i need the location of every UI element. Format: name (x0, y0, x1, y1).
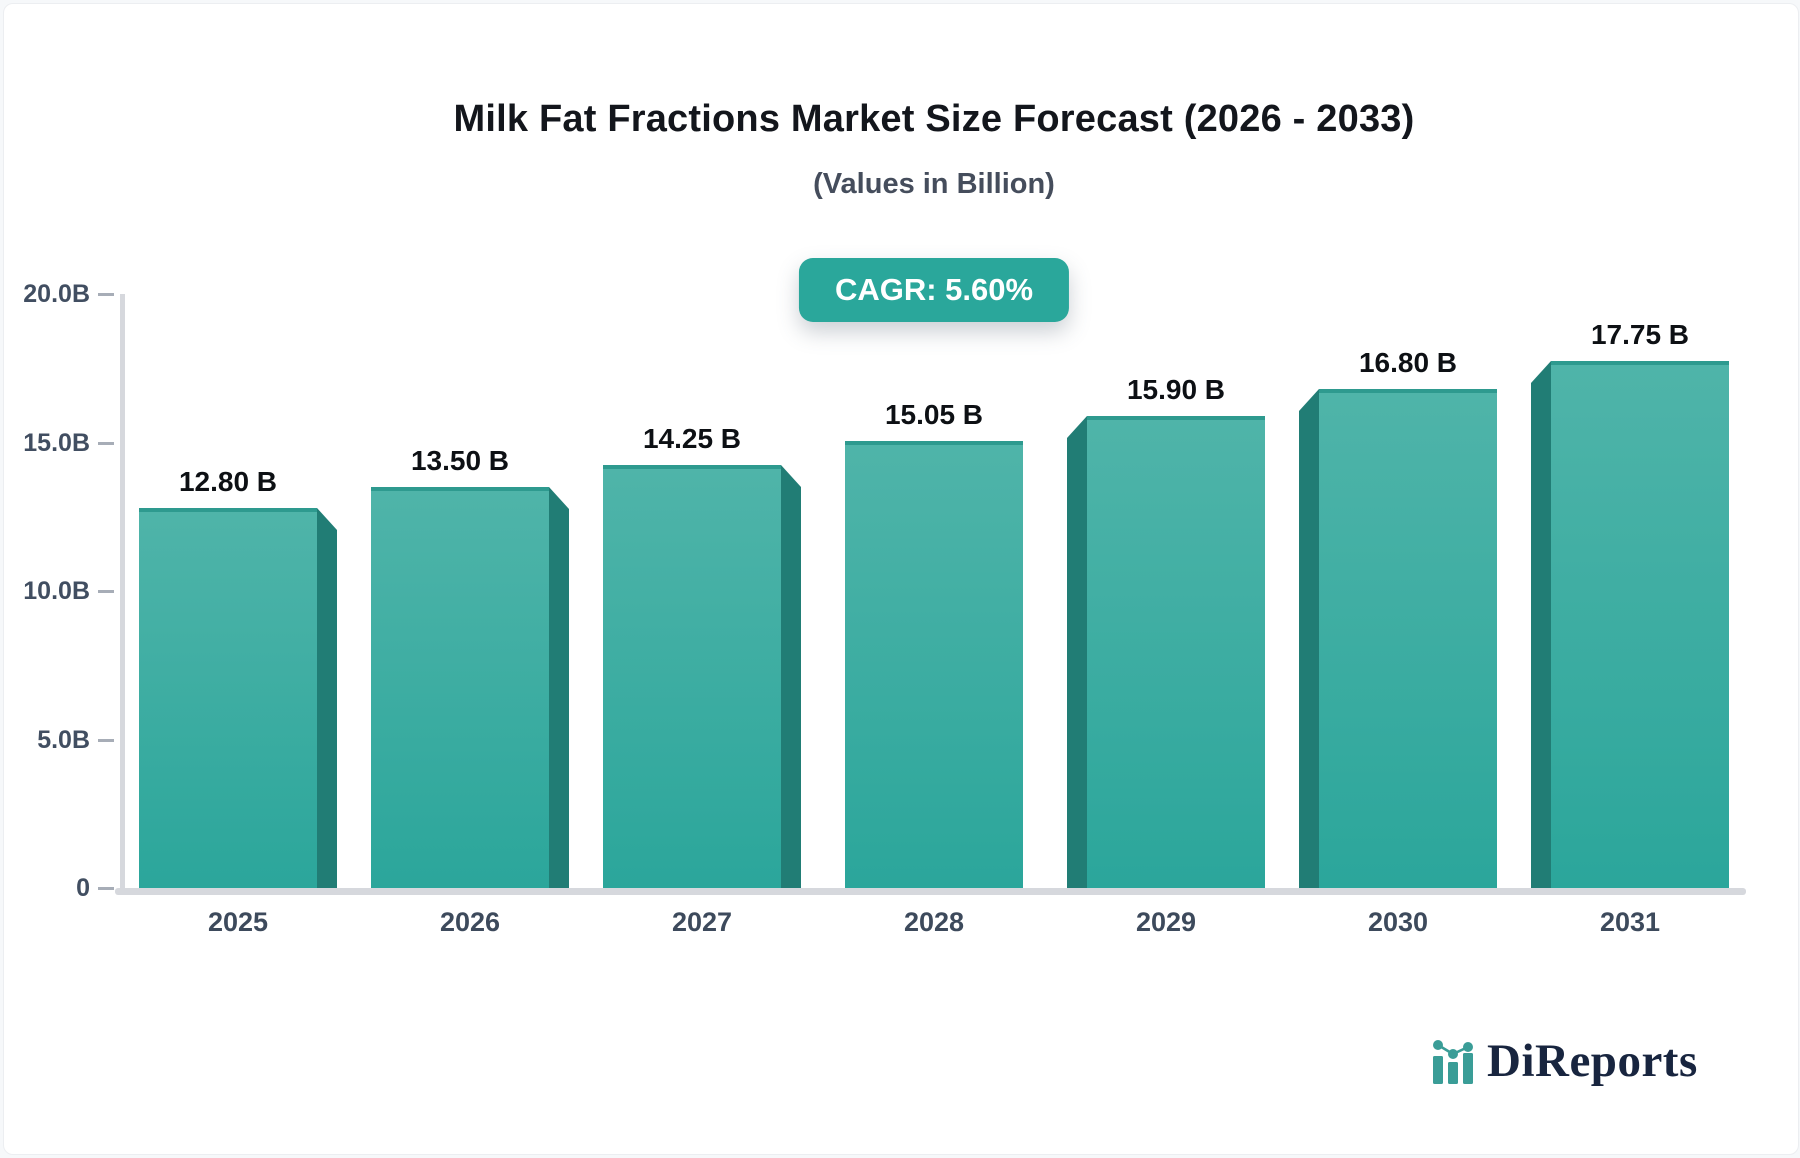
chart-subtitle: (Values in Billion) (813, 168, 1055, 200)
y-tick-mark (98, 441, 114, 445)
bar-2028 (845, 441, 1023, 888)
y-tick-label: 5.0B (37, 725, 90, 754)
bar-value-label: 15.05 B (884, 399, 984, 430)
y-tick-mark (98, 590, 114, 593)
y-tick-mark (98, 887, 114, 890)
bar-2026 (371, 487, 549, 888)
bar-side-face (317, 508, 337, 888)
bar-2027 (603, 465, 781, 888)
cagr-badge: CAGR: 5.60% (798, 258, 1070, 322)
bar-side-face (1531, 361, 1551, 888)
mini-bar-chart-icon (1433, 1040, 1473, 1084)
x-axis-line (115, 888, 1746, 895)
logo-text: DiReports (1487, 1035, 1698, 1087)
x-tick-label: 2027 (671, 907, 733, 937)
y-tick-label: 10.0B (23, 577, 90, 605)
x-tick-label: 2029 (1135, 907, 1197, 937)
x-tick-label: 2031 (1599, 907, 1661, 937)
direports-logo: DiReports (1432, 1034, 1698, 1088)
y-tick-label: 20.0B (23, 280, 90, 308)
chart-card: Milk Fat Fractions Market Size Forecast … (3, 3, 1799, 1155)
chart-title: Milk Fat Fractions Market Size Forecast … (453, 98, 1415, 140)
x-tick-label: 2026 (439, 907, 501, 937)
bar-side-face (549, 487, 569, 888)
bar-2025 (139, 508, 317, 888)
y-tick-mark (98, 738, 114, 742)
x-tick-label: 2030 (1367, 907, 1429, 937)
x-tick-label: 2025 (207, 907, 269, 937)
bar-2030 (1319, 389, 1497, 888)
bar-value-label: 17.75 B (1590, 319, 1690, 350)
bar-value-label: 16.80 B (1358, 347, 1458, 378)
y-tick-label: 0 (76, 874, 90, 902)
bar-2029 (1087, 416, 1265, 888)
x-tick-label: 2028 (903, 907, 965, 937)
bar-side-face (781, 465, 801, 888)
bar-value-label: 14.25 B (642, 423, 742, 454)
bar-value-label: 13.50 B (410, 445, 510, 476)
y-tick-mark (98, 293, 114, 296)
bar-side-face (1067, 416, 1087, 888)
bar-value-label: 12.80 B (178, 466, 278, 497)
bar-side-face (1299, 389, 1319, 888)
bar-value-label: 15.90 B (1126, 374, 1226, 405)
y-axis-line (120, 294, 125, 888)
y-tick-label: 15.0B (23, 428, 90, 457)
bar-2031 (1551, 361, 1729, 888)
